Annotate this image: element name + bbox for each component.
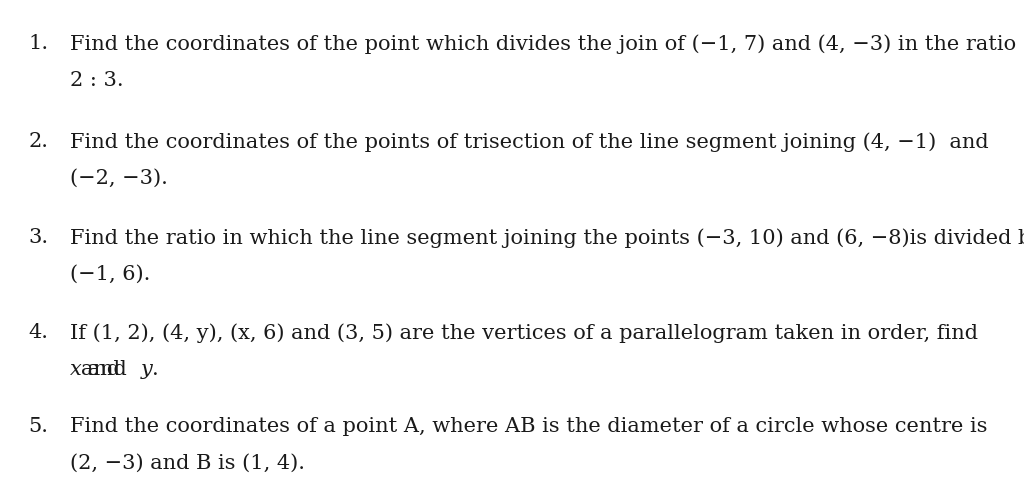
Text: 2 : 3.: 2 : 3. <box>70 71 123 90</box>
Text: and: and <box>81 360 126 379</box>
Text: Find the ratio in which the line segment joining the points (−3, 10) and (6, −8): Find the ratio in which the line segment… <box>70 228 1024 247</box>
Text: and: and <box>81 360 133 379</box>
Text: 5.: 5. <box>29 417 49 437</box>
Text: x and: x and <box>70 360 134 379</box>
Text: 2.: 2. <box>29 132 49 151</box>
Text: Find the coordinates of the point which divides the join of (−1, 7) and (4, −3) : Find the coordinates of the point which … <box>70 34 1016 54</box>
Text: 1.: 1. <box>29 34 49 53</box>
Text: If (1, 2), (4, y), (x, 6) and (3, 5) are the vertices of a parallelogram taken i: If (1, 2), (4, y), (x, 6) and (3, 5) are… <box>70 323 978 343</box>
Text: Find the coordinates of the points of trisection of the line segment joining (4,: Find the coordinates of the points of tr… <box>70 132 988 152</box>
Text: (2, −3) and B is (1, 4).: (2, −3) and B is (1, 4). <box>70 454 304 473</box>
Text: 3.: 3. <box>29 228 49 247</box>
Text: (−1, 6).: (−1, 6). <box>70 265 150 284</box>
Text: x: x <box>70 360 81 379</box>
Text: (−2, −3).: (−2, −3). <box>70 169 168 188</box>
Text: .: . <box>153 360 159 379</box>
Text: 4.: 4. <box>29 323 49 343</box>
Text: Find the coordinates of a point A, where AB is the diameter of a circle whose ce: Find the coordinates of a point A, where… <box>70 417 987 437</box>
Text: y: y <box>141 360 153 379</box>
